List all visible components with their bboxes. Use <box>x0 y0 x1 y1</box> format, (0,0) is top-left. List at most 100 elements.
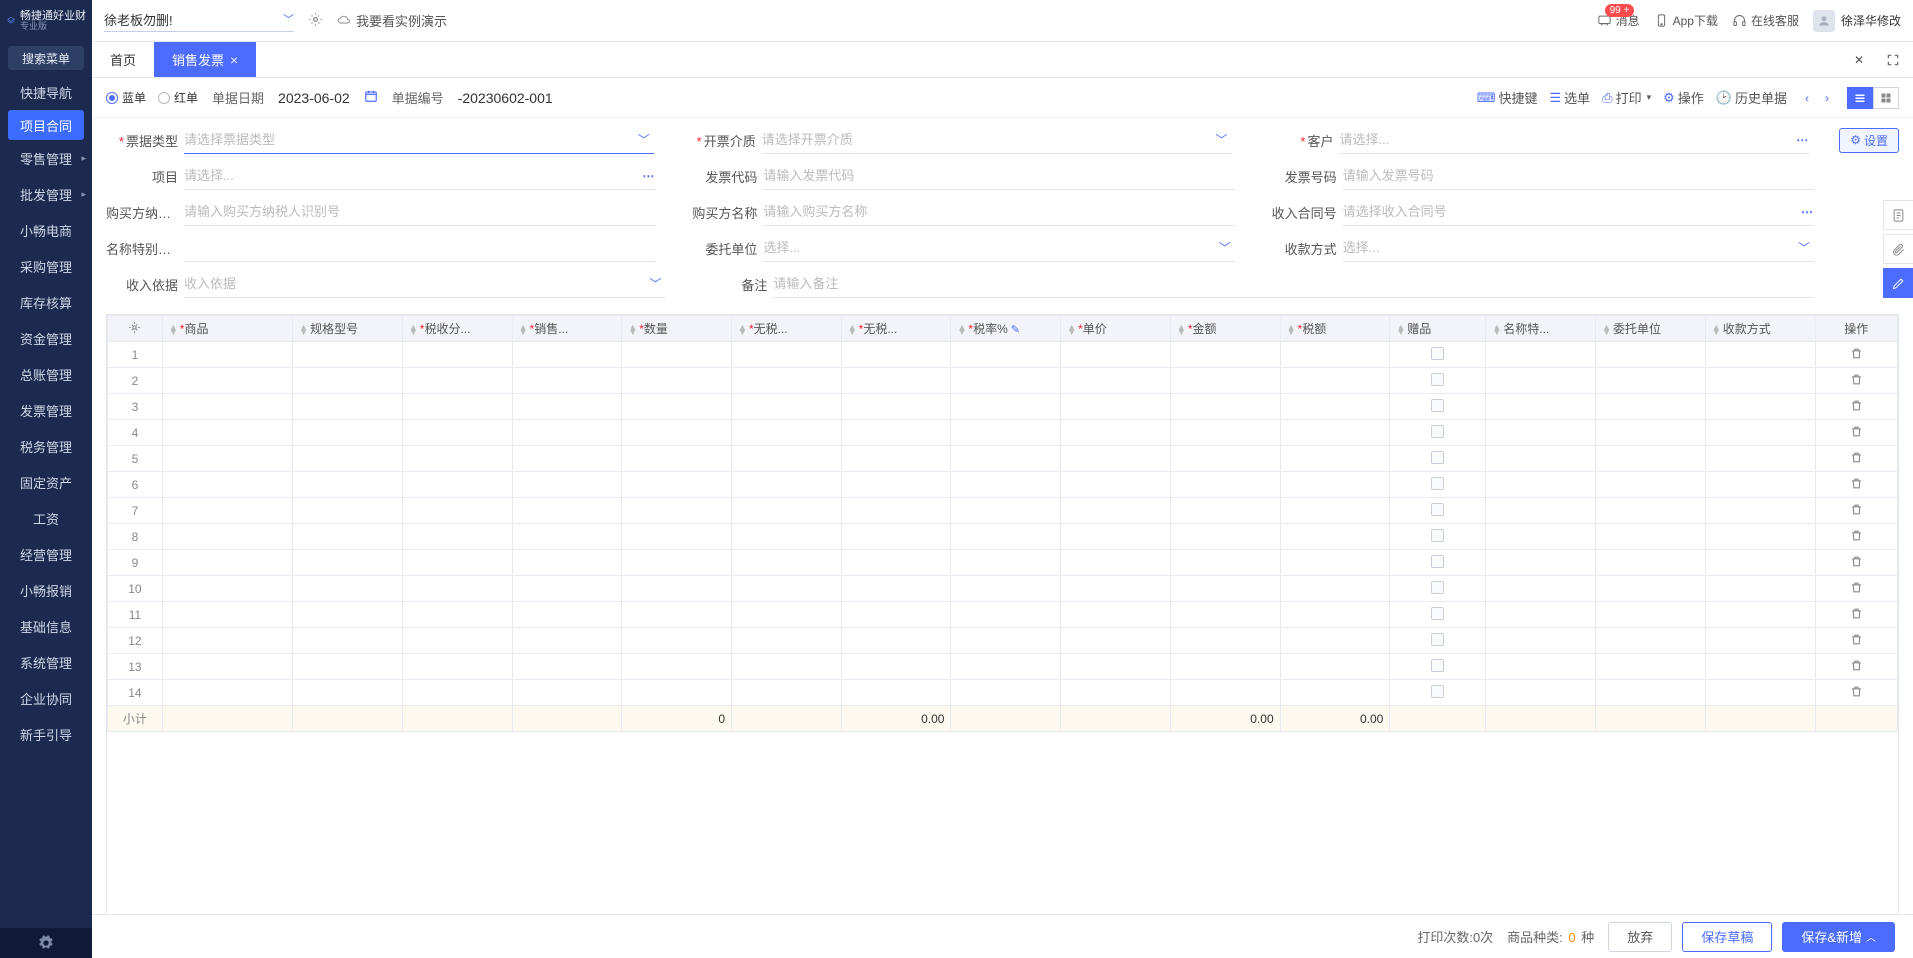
table-cell[interactable] <box>1596 524 1706 550</box>
demo-link[interactable]: 我要看实例演示 <box>337 11 447 30</box>
column-header[interactable]: ▲▼*税收分... <box>402 316 512 342</box>
sidebar-item[interactable]: 资金管理 <box>0 320 92 356</box>
table-cell[interactable] <box>1486 654 1596 680</box>
table-cell[interactable] <box>1170 342 1280 368</box>
table-cell[interactable] <box>1061 394 1171 420</box>
table-cell[interactable] <box>1705 550 1815 576</box>
table-cell[interactable] <box>1705 472 1815 498</box>
table-cell[interactable] <box>402 472 512 498</box>
table-cell[interactable] <box>841 342 951 368</box>
delete-icon[interactable] <box>1850 531 1863 545</box>
table-cell[interactable] <box>162 576 292 602</box>
table-cell[interactable] <box>732 394 842 420</box>
field-input[interactable] <box>1343 240 1794 255</box>
column-header[interactable]: ▲▼规格型号 <box>293 316 403 342</box>
table-cell[interactable] <box>1596 498 1706 524</box>
table-cell[interactable] <box>1390 602 1486 628</box>
messages-button[interactable]: 99 + 消息 <box>1597 12 1640 29</box>
field-input[interactable] <box>184 204 655 219</box>
table-cell[interactable] <box>1486 472 1596 498</box>
table-cell[interactable] <box>402 654 512 680</box>
field-input[interactable] <box>1343 168 1814 183</box>
table-cell[interactable] <box>293 342 403 368</box>
radio-blue[interactable]: 蓝单 <box>106 89 146 106</box>
table-cell[interactable] <box>841 680 951 706</box>
table-cell[interactable] <box>293 550 403 576</box>
prev-button[interactable]: ‹ <box>1799 91 1815 105</box>
calendar-icon[interactable] <box>364 89 378 106</box>
table-cell[interactable] <box>841 498 951 524</box>
table-cell[interactable] <box>951 368 1061 394</box>
table-cell[interactable] <box>951 342 1061 368</box>
sidebar-item[interactable]: 新手引导 <box>0 716 92 752</box>
table-cell[interactable] <box>512 446 622 472</box>
table-cell[interactable] <box>1705 654 1815 680</box>
view-list-button[interactable] <box>1847 87 1873 109</box>
tab-sales-invoice[interactable]: 销售发票 × <box>154 42 256 77</box>
table-cell[interactable] <box>622 654 732 680</box>
table-cell[interactable] <box>293 498 403 524</box>
table-cell[interactable] <box>732 446 842 472</box>
table-cell[interactable] <box>1705 394 1815 420</box>
table-row[interactable]: 2 <box>108 368 1898 394</box>
table-cell[interactable] <box>512 394 622 420</box>
table-cell[interactable] <box>1596 368 1706 394</box>
table-cell[interactable] <box>1170 550 1280 576</box>
table-cell[interactable] <box>512 680 622 706</box>
table-cell[interactable] <box>1170 498 1280 524</box>
table-cell[interactable] <box>951 550 1061 576</box>
table-cell[interactable] <box>512 602 622 628</box>
table-cell[interactable] <box>402 524 512 550</box>
table-cell[interactable] <box>1596 628 1706 654</box>
table-cell[interactable] <box>951 680 1061 706</box>
sidebar-item[interactable]: 总账管理 <box>0 356 92 392</box>
table-cell[interactable] <box>1486 394 1596 420</box>
gift-checkbox[interactable] <box>1431 399 1444 412</box>
chevron-down-icon[interactable]: ﹀ <box>645 275 665 292</box>
table-cell[interactable] <box>1596 446 1706 472</box>
table-cell[interactable] <box>841 420 951 446</box>
table-cell[interactable] <box>1596 550 1706 576</box>
gift-checkbox[interactable] <box>1431 425 1444 438</box>
column-header[interactable]: ▲▼*金额 <box>1170 316 1280 342</box>
field-input[interactable] <box>763 168 1234 183</box>
table-row[interactable]: 3 <box>108 394 1898 420</box>
table-cell[interactable] <box>293 446 403 472</box>
table-cell[interactable] <box>841 446 951 472</box>
table-cell[interactable] <box>293 524 403 550</box>
table-cell[interactable] <box>1486 602 1596 628</box>
sidebar-settings[interactable] <box>0 928 92 958</box>
save-new-button[interactable]: 保存&新增︿ <box>1782 922 1895 952</box>
table-cell[interactable] <box>841 394 951 420</box>
table-cell[interactable] <box>1280 342 1390 368</box>
table-cell[interactable] <box>1170 654 1280 680</box>
ops-button[interactable]: ⚙操作 <box>1663 88 1704 107</box>
user-menu[interactable]: 徐泽华修改 <box>1813 10 1901 32</box>
table-cell[interactable] <box>841 576 951 602</box>
table-cell[interactable] <box>1061 680 1171 706</box>
table-cell[interactable] <box>293 628 403 654</box>
delete-icon[interactable] <box>1850 505 1863 519</box>
table-cell[interactable] <box>402 342 512 368</box>
gift-checkbox[interactable] <box>1431 451 1444 464</box>
table-cell[interactable] <box>1061 368 1171 394</box>
table-cell[interactable] <box>951 576 1061 602</box>
table-cell[interactable] <box>1280 524 1390 550</box>
table-cell[interactable] <box>402 420 512 446</box>
table-cell[interactable] <box>162 420 292 446</box>
table-cell[interactable] <box>1596 654 1706 680</box>
column-header[interactable]: ▲▼赠品 <box>1390 316 1486 342</box>
gift-checkbox[interactable] <box>1431 347 1444 360</box>
delete-icon[interactable] <box>1850 687 1863 701</box>
table-cell[interactable] <box>512 550 622 576</box>
gift-checkbox[interactable] <box>1431 659 1444 672</box>
table-cell[interactable] <box>622 498 732 524</box>
table-cell[interactable] <box>1390 420 1486 446</box>
table-cell[interactable] <box>841 368 951 394</box>
history-button[interactable]: 🕑历史单据 <box>1716 88 1787 107</box>
delete-icon[interactable] <box>1850 401 1863 415</box>
table-cell[interactable] <box>293 576 403 602</box>
table-cell[interactable] <box>162 446 292 472</box>
table-cell[interactable] <box>293 394 403 420</box>
table-cell[interactable] <box>1486 680 1596 706</box>
